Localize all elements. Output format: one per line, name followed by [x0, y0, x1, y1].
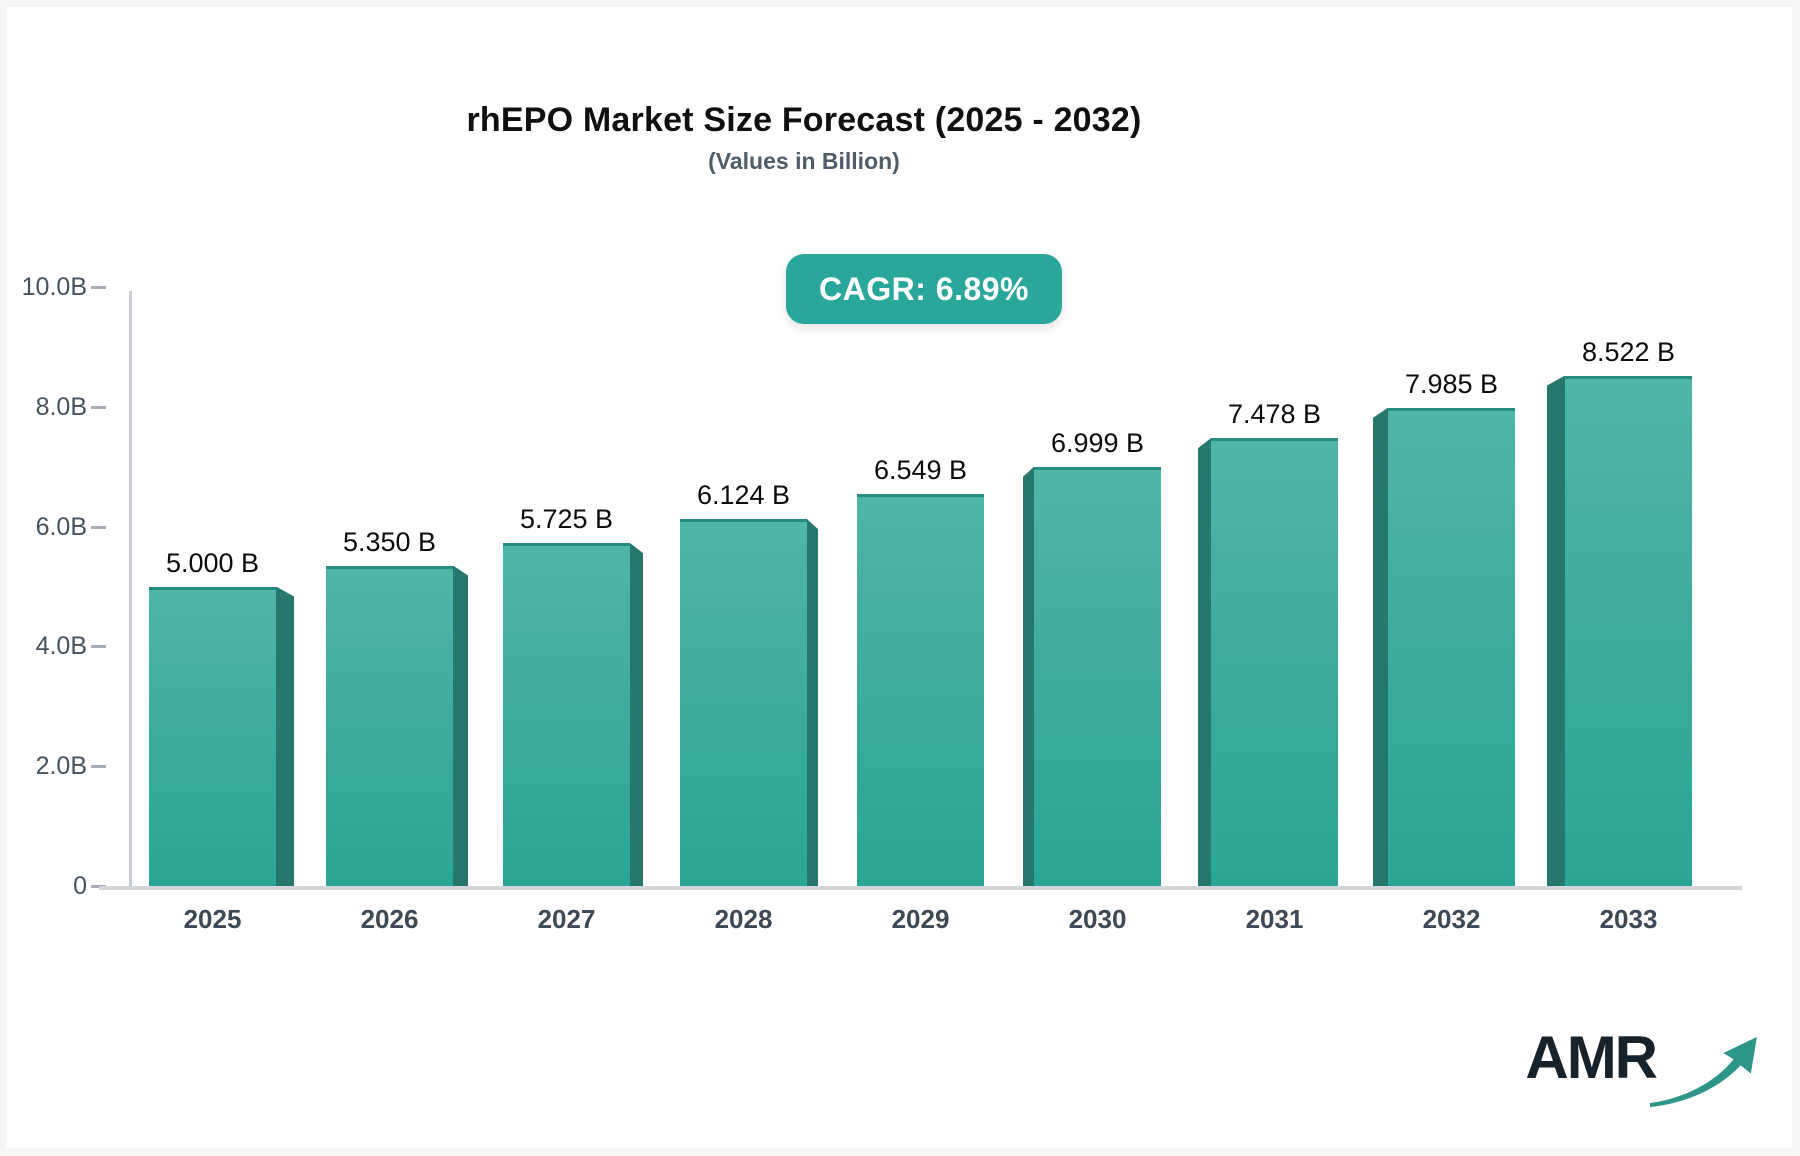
bar-face [1565, 375, 1692, 888]
y-tick [91, 286, 106, 289]
x-tick-label: 2033 [1599, 904, 1658, 934]
y-tick-label: 6.0B [35, 512, 87, 541]
bar-side [1023, 466, 1034, 888]
bar-side [1547, 375, 1565, 888]
x-tick-label: 2031 [1245, 904, 1304, 934]
y-tick-label: 8.0B [35, 392, 87, 421]
x-tick-label: 2025 [183, 904, 242, 934]
bar-value-label: 5.350 B [342, 526, 437, 557]
chart-card: rhEPO Market Size Forecast (2025 - 2032)… [7, 7, 1792, 1148]
x-axis-line [99, 886, 1742, 890]
amr-logo: AMR [1525, 1025, 1760, 1111]
x-tick-label: 2029 [891, 904, 950, 934]
x-tick-label: 2028 [714, 904, 773, 934]
bar-face [149, 586, 276, 888]
bar-side [807, 519, 818, 888]
bar-value-label: 7.985 B [1404, 368, 1499, 399]
trending-up-arrow-icon [1650, 1036, 1757, 1108]
bar-value-label: 6.999 B [1050, 427, 1145, 458]
y-tick [91, 885, 106, 888]
y-tick-label: 4.0B [35, 632, 87, 661]
bar-value-label: 8.522 B [1581, 336, 1676, 367]
y-axis-line [129, 291, 132, 886]
bar-value-label: 5.725 B [519, 504, 614, 535]
bar-side [453, 565, 468, 888]
bar-face [1388, 407, 1515, 888]
chart-title: rhEPO Market Size Forecast (2025 - 2032) [466, 101, 1142, 139]
bar-side [1198, 438, 1211, 888]
bar-value-label: 7.478 B [1227, 399, 1322, 430]
bar-face [1211, 438, 1338, 888]
bar-face [503, 543, 630, 888]
bar-face [680, 519, 807, 888]
bar-face [326, 565, 453, 888]
bar-side [276, 586, 294, 888]
bar-face [857, 493, 984, 888]
y-tick-label: 0 [73, 872, 87, 900]
chart-subtitle: (Values in Billion) [708, 148, 900, 174]
cagr-badge-label: CAGR: 6.89% [819, 270, 1029, 307]
y-tick [91, 765, 106, 769]
bar-value-label: 5.000 B [165, 547, 260, 578]
bar-side [1373, 407, 1388, 888]
bar-value-label: 6.549 B [873, 454, 968, 485]
amr-logo-text: AMR [1525, 1024, 1658, 1091]
y-tick [91, 525, 106, 529]
y-tick-label: 10.0B [21, 273, 87, 301]
chart-area: 0 2.0B 4.0B 6.0B 8.0B 10.0B 5.000 B 2025 5.350 B… [7, 7, 1792, 1148]
cagr-badge: CAGR: 6.89% [786, 254, 1062, 324]
bar-side [630, 543, 643, 888]
y-tick-label: 2.0B [35, 752, 87, 781]
bar-value-label: 6.124 B [696, 480, 791, 511]
y-tick [91, 645, 106, 649]
x-tick-label: 2032 [1422, 904, 1481, 934]
y-tick [91, 405, 106, 409]
bar-face [1034, 466, 1161, 888]
x-tick-label: 2030 [1068, 904, 1127, 934]
x-tick-label: 2027 [537, 904, 596, 934]
x-tick-label: 2026 [360, 904, 419, 934]
